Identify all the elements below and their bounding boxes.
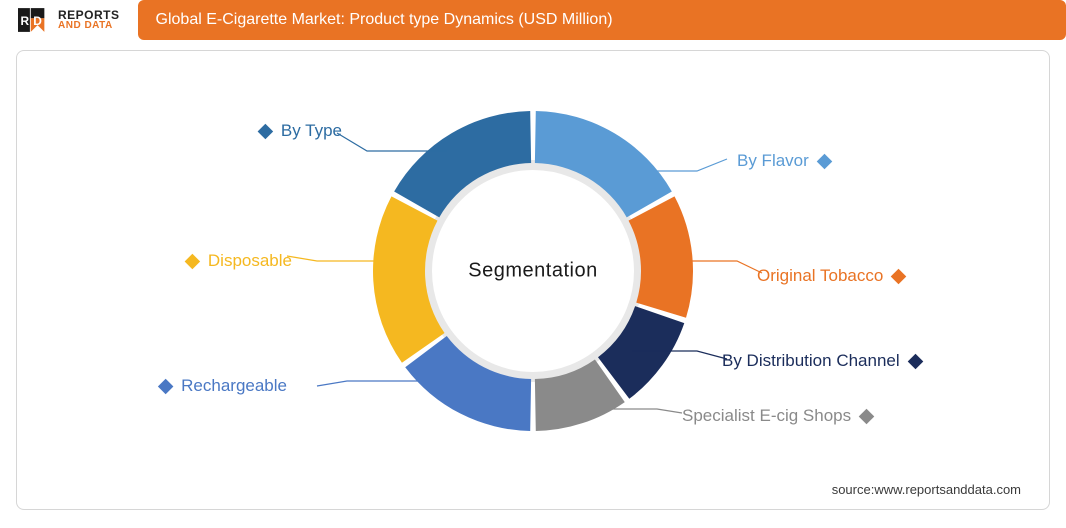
segment-label: By Type xyxy=(260,121,342,141)
segment-label: Original Tobacco xyxy=(757,266,904,286)
chart-frame: Segmentation By Flavor Original Tobacco By… xyxy=(16,50,1050,510)
diamond-icon xyxy=(817,153,833,169)
segment-label-text: By Flavor xyxy=(737,151,809,171)
segment-label: Specialist E-cig Shops xyxy=(682,406,872,426)
segment-label-text: Rechargeable xyxy=(181,376,287,396)
segment-label: By Flavor xyxy=(737,151,830,171)
chart-center-label: Segmentation xyxy=(468,259,597,282)
diamond-icon xyxy=(891,268,907,284)
segment-label-text: Specialist E-cig Shops xyxy=(682,406,851,426)
source-text: source:www.reportsanddata.com xyxy=(832,482,1021,497)
page-title: Global E-Cigarette Market: Product type … xyxy=(138,0,1066,40)
svg-text:D: D xyxy=(33,14,42,28)
segment-label-text: By Type xyxy=(281,121,342,141)
logo-line2: AND DATA xyxy=(58,21,120,31)
diamond-icon xyxy=(185,253,201,269)
segment-label-text: By Distribution Channel xyxy=(722,351,900,371)
segment-label: By Distribution Channel xyxy=(722,351,921,371)
segment-label-text: Disposable xyxy=(208,251,292,271)
header-bar: R D REPORTS AND DATA Global E-Cigarette … xyxy=(0,0,1066,40)
segment-label-text: Original Tobacco xyxy=(757,266,883,286)
diamond-icon xyxy=(258,123,274,139)
logo: R D REPORTS AND DATA xyxy=(0,0,138,40)
diamond-icon xyxy=(859,408,875,424)
logo-text: REPORTS AND DATA xyxy=(58,9,120,31)
svg-text:R: R xyxy=(21,14,30,28)
diamond-icon xyxy=(158,378,174,394)
segment-label: Disposable xyxy=(187,251,292,271)
diamond-icon xyxy=(907,353,923,369)
segment-label: Rechargeable xyxy=(160,376,287,396)
logo-icon: R D xyxy=(18,8,52,32)
